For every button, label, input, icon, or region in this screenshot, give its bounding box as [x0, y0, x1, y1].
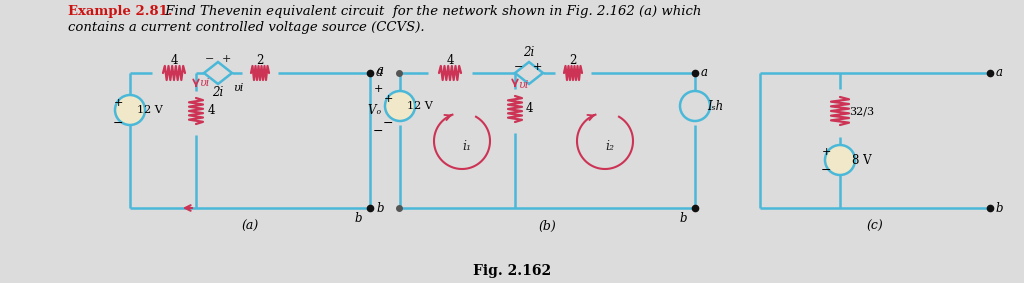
Polygon shape	[204, 62, 232, 84]
Text: i₁: i₁	[463, 140, 471, 153]
Text: −: −	[206, 54, 215, 64]
Text: −: −	[821, 164, 831, 177]
Text: 4: 4	[525, 102, 532, 115]
Text: −: −	[373, 125, 383, 138]
Text: contains a current controlled voltage source (CCVS).: contains a current controlled voltage so…	[68, 21, 425, 34]
Text: +: +	[821, 147, 830, 157]
Text: 2: 2	[569, 55, 577, 68]
Text: i₂: i₂	[605, 140, 614, 153]
Text: +: +	[383, 94, 392, 104]
Text: (a): (a)	[242, 220, 259, 233]
Polygon shape	[515, 62, 543, 84]
Text: b: b	[354, 213, 361, 226]
Text: a: a	[995, 67, 1002, 80]
Text: 4: 4	[446, 55, 454, 68]
Text: b: b	[376, 201, 384, 215]
Text: Example 2.81.: Example 2.81.	[68, 5, 173, 18]
Text: b: b	[679, 213, 687, 226]
Text: Iₛh: Iₛh	[707, 100, 723, 113]
Text: −: −	[113, 117, 123, 130]
Circle shape	[385, 91, 415, 121]
Circle shape	[115, 95, 145, 125]
Text: b: b	[995, 201, 1002, 215]
Text: Fig. 2.162: Fig. 2.162	[473, 264, 551, 278]
Text: +: +	[532, 62, 542, 72]
Text: +: +	[114, 98, 123, 108]
Text: +: +	[374, 84, 383, 94]
Circle shape	[680, 91, 710, 121]
Text: υi: υi	[232, 83, 243, 93]
Text: 4: 4	[170, 55, 178, 68]
Text: a: a	[377, 65, 384, 78]
Text: 2i: 2i	[523, 46, 535, 59]
Text: a: a	[700, 67, 708, 80]
Text: a: a	[376, 67, 383, 80]
Text: 2i: 2i	[212, 87, 223, 100]
Text: 2: 2	[256, 55, 264, 68]
Text: 12 V: 12 V	[408, 101, 433, 111]
Text: υi: υi	[199, 78, 209, 88]
Text: Vₒ⁣: Vₒ⁣	[369, 104, 382, 117]
Text: (c): (c)	[866, 220, 884, 233]
Text: 32/3: 32/3	[850, 106, 874, 116]
Text: 8 V: 8 V	[852, 153, 871, 166]
Text: −: −	[514, 62, 523, 72]
Text: 4: 4	[207, 104, 215, 117]
Text: +: +	[221, 54, 230, 64]
Text: (b): (b)	[539, 220, 556, 233]
Text: Find Thevenin equivalent circuit  for the network shown in Fig. 2.162 (a) which: Find Thevenin equivalent circuit for the…	[161, 5, 701, 18]
Text: 12 V: 12 V	[137, 105, 163, 115]
Text: −: −	[383, 117, 393, 130]
Circle shape	[825, 145, 855, 175]
Text: υi: υi	[518, 80, 528, 90]
